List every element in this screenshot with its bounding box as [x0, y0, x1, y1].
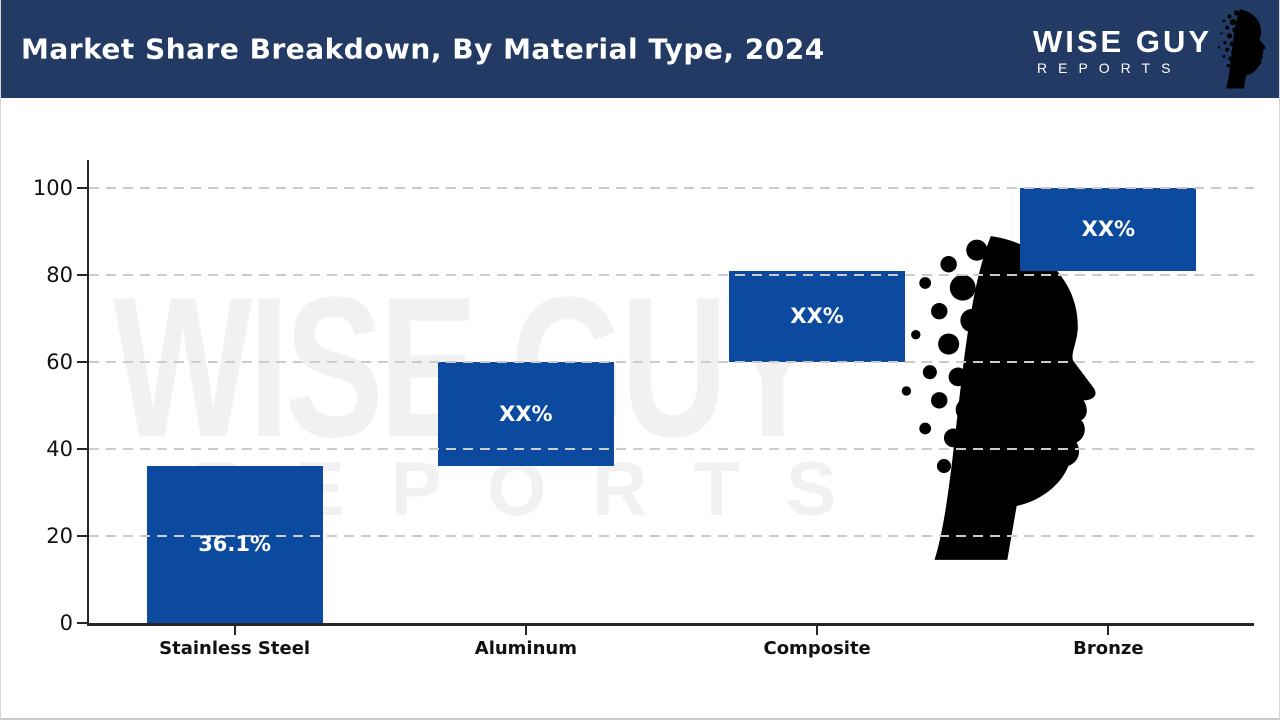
y-tick-label: 40 [46, 437, 73, 461]
y-tick [77, 187, 87, 189]
y-tick [77, 274, 87, 276]
x-category-label: Stainless Steel [159, 638, 311, 659]
logo-face-icon [1218, 9, 1266, 89]
x-tick [1107, 626, 1110, 635]
y-tick-label: 20 [46, 524, 73, 548]
bar [1020, 188, 1197, 271]
logo-subtext: REPORTS [1037, 60, 1182, 76]
x-tick [816, 626, 819, 635]
y-tick [77, 448, 87, 450]
bar-value-label: 36.1% [198, 532, 272, 557]
gridline [89, 274, 1254, 276]
x-category-label: Composite [763, 638, 871, 659]
y-axis-spine [87, 160, 89, 626]
header-bar: Market Share Breakdown, By Material Type… [1, 0, 1279, 98]
bar-value-label: XX% [790, 304, 844, 329]
brand-logo: WISE GUY REPORTS [1021, 4, 1271, 94]
x-category-label: Bronze [1073, 638, 1144, 659]
x-tick [233, 626, 236, 635]
y-tick-label: 80 [46, 263, 73, 287]
x-axis-spine [87, 623, 1254, 626]
y-tick-label: 60 [46, 350, 73, 374]
bar-value-label: XX% [1081, 217, 1136, 242]
y-tick [77, 361, 87, 363]
gridline [89, 187, 1254, 189]
x-tick [524, 626, 527, 635]
x-category-label: Aluminum [474, 638, 577, 659]
logo-wordmark: WISE GUY [1033, 24, 1213, 59]
y-tick [77, 535, 87, 537]
y-tick-label: 0 [59, 611, 73, 635]
page-title: Market Share Breakdown, By Material Type… [21, 32, 825, 66]
bar [146, 465, 323, 623]
gridline [89, 448, 1254, 450]
y-tick [77, 622, 87, 624]
bar-value-label: XX% [499, 401, 553, 426]
y-tick-label: 100 [32, 176, 73, 200]
bar [729, 270, 906, 362]
gridline [89, 361, 1254, 363]
gridline [89, 535, 1254, 537]
